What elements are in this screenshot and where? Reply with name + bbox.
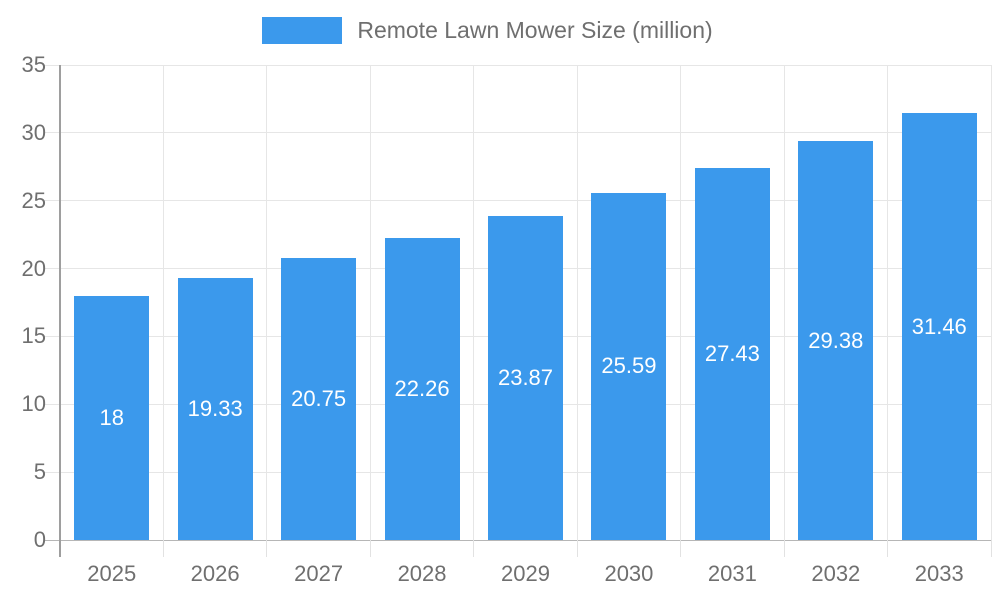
bar-2030[interactable]	[591, 192, 667, 540]
x-axis-category-label: 2032	[811, 561, 861, 586]
x-axis-category-label: 2027	[294, 561, 344, 586]
y-axis-tick-label: 30	[21, 119, 46, 145]
x-axis-tick-mark	[473, 540, 475, 557]
x-axis-tick-mark	[162, 540, 164, 557]
y-axis-tick-label: 20	[21, 255, 46, 281]
x-axis-category-label: 2028	[397, 561, 447, 586]
bar-value-label: 31.46	[911, 313, 967, 339]
gridline-horizontal	[60, 200, 991, 202]
y-axis-tick-label: 15	[21, 323, 46, 349]
bar-value-label: 25.59	[601, 353, 657, 379]
bar-2027[interactable]	[281, 258, 357, 540]
x-axis-category-label: 2029	[501, 561, 550, 586]
x-axis-tick-mark	[369, 540, 371, 557]
chart-legend[interactable]: Remote Lawn Mower Size (million)	[0, 15, 975, 45]
y-axis-tick-mark	[44, 335, 60, 337]
gridline-vertical	[266, 65, 268, 540]
gridline-vertical	[576, 65, 578, 540]
y-axis-tick-mark	[44, 200, 60, 202]
y-axis-tick-label: 0	[33, 527, 46, 552]
gridline-vertical	[990, 65, 992, 540]
bar-value-label: 18	[99, 404, 124, 430]
gridline-horizontal	[60, 539, 991, 541]
bar-2031[interactable]	[694, 167, 770, 540]
x-axis-category-label: 2026	[190, 561, 240, 586]
bar-value-label: 29.38	[808, 327, 864, 353]
y-axis-tick-mark	[44, 268, 60, 270]
bar-2029[interactable]	[488, 216, 563, 540]
x-axis-tick-mark	[990, 540, 992, 557]
bar-value-label: 22.26	[394, 375, 450, 401]
x-axis-category-label: 2033	[914, 561, 964, 586]
y-axis-tick-mark	[44, 132, 60, 134]
y-axis-tick-mark	[44, 64, 60, 66]
bar-2028[interactable]	[384, 237, 460, 540]
gridline-horizontal	[60, 132, 991, 134]
bar-value-label: 27.43	[704, 340, 760, 366]
bar-2025[interactable]	[74, 295, 150, 540]
bar-value-label: 19.33	[187, 395, 243, 421]
gridline-vertical	[887, 65, 889, 540]
x-axis-tick-mark	[783, 540, 785, 557]
bar-2026[interactable]	[177, 277, 253, 540]
y-axis-line	[59, 65, 61, 557]
y-axis-tick-label: 5	[33, 459, 46, 485]
y-axis-tick-label: 25	[21, 187, 46, 213]
x-axis-tick-mark	[576, 540, 578, 557]
gridline-vertical	[680, 65, 682, 540]
y-axis-tick-mark	[44, 471, 60, 473]
gridline-horizontal	[60, 64, 991, 66]
x-axis-tick-mark	[266, 540, 268, 557]
legend-label: Remote Lawn Mower Size (million)	[357, 16, 713, 43]
bar-value-label: 20.75	[291, 386, 347, 412]
y-axis-tick-mark	[44, 539, 60, 541]
bar-2032[interactable]	[798, 141, 874, 540]
y-axis-tick-label: 10	[21, 391, 46, 417]
x-axis-tick-mark	[680, 540, 682, 557]
x-axis-category-label: 2030	[604, 561, 654, 586]
y-axis-tick-mark	[44, 403, 60, 405]
x-axis-tick-mark	[887, 540, 889, 557]
legend-swatch-icon	[262, 16, 343, 44]
x-axis-category-label: 2025	[87, 561, 137, 586]
y-axis-tick-label: 35	[21, 52, 46, 77]
gridline-vertical	[473, 65, 475, 540]
bar-2033[interactable]	[901, 113, 977, 540]
gridline-vertical	[369, 65, 371, 540]
x-axis-category-label: 2031	[707, 561, 757, 586]
gridline-vertical	[162, 65, 164, 540]
bar-value-label: 23.87	[497, 365, 554, 391]
gridline-vertical	[783, 65, 785, 540]
